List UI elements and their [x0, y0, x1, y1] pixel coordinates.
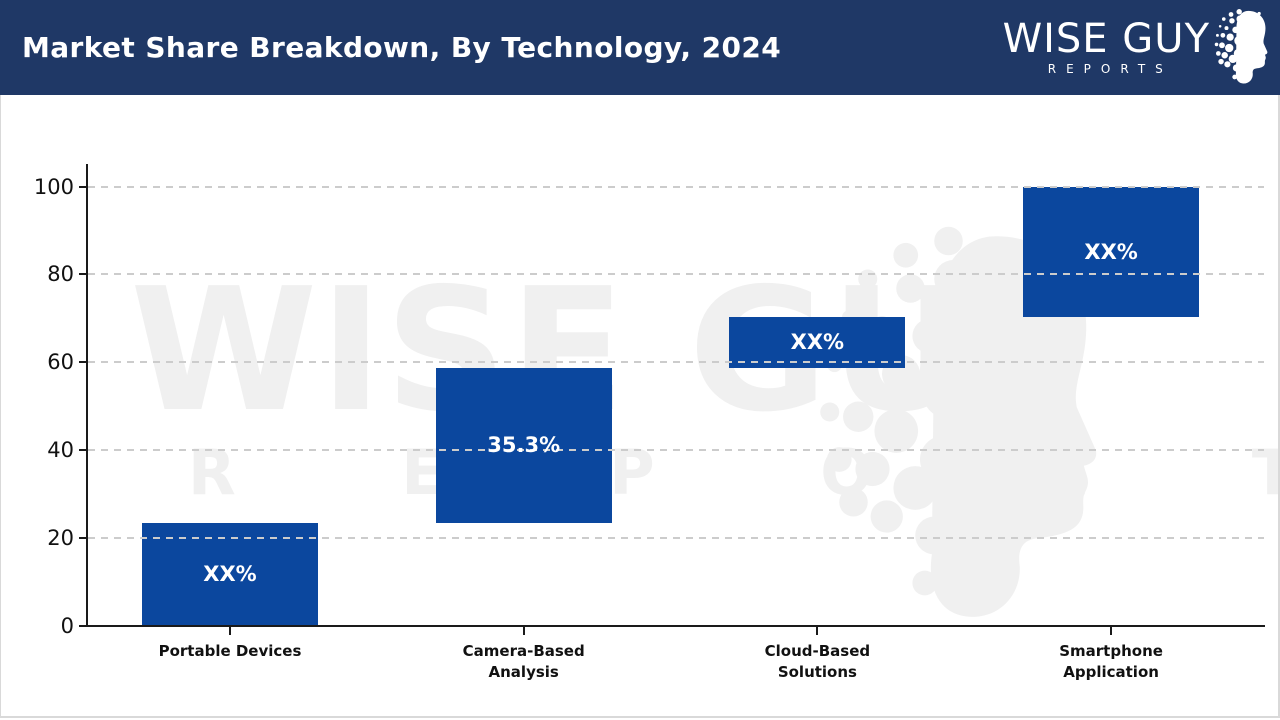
y-tick-label-100: 100: [33, 174, 74, 199]
bar-value-label: XX%: [203, 562, 257, 587]
bar-4: XX%: [1023, 186, 1200, 317]
category-label-3: Cloud-Based Solutions: [764, 642, 871, 681]
bar-value-label: 35.3%: [487, 433, 561, 458]
bar-value-label: XX%: [1084, 239, 1138, 264]
y-tick-label-20: 20: [47, 526, 74, 551]
bar-value-label: XX%: [790, 330, 845, 355]
x-tick-mark-2: [522, 627, 525, 635]
gridline-40: [88, 449, 1264, 452]
y-tick-label-80: 80: [47, 262, 74, 287]
bar-1: XX%: [142, 522, 318, 626]
y-tick-mark-80: [79, 273, 87, 276]
brand-logo: WISE GUY REPORTS: [1003, 8, 1270, 88]
brand-logo-text: WISE GUY REPORTS: [1003, 19, 1210, 76]
y-tick-label-40: 40: [47, 438, 74, 463]
category-label-4: Smartphone Application: [1059, 642, 1163, 681]
category-label-1: Portable Devices: [158, 642, 302, 660]
header-bar: Market Share Breakdown, By Technology, 2…: [0, 0, 1280, 95]
page-title: Market Share Breakdown, By Technology, 2…: [22, 31, 782, 64]
brand-name: WISE GUY: [1002, 16, 1210, 62]
left-border: [0, 95, 1, 718]
y-axis-line: [86, 164, 88, 627]
bar-3: XX%: [729, 316, 906, 368]
gridline-60: [88, 361, 1264, 364]
bottom-border: [0, 716, 1280, 718]
watermark-brand-text: WISE GUY: [130, 252, 1096, 450]
y-tick-label-0: 0: [60, 614, 74, 638]
gridline-100: [88, 185, 1264, 188]
brand-subtitle: REPORTS: [1047, 62, 1173, 76]
x-tick-mark-1: [229, 627, 231, 635]
x-tick-mark-3: [816, 627, 819, 635]
gridline-80: [88, 273, 1264, 276]
x-axis-line: [86, 625, 1265, 627]
category-label-2: Camera-Based Analysis: [462, 642, 585, 681]
y-tick-mark-100: [79, 185, 87, 188]
watermark-reports-text: R E P O R T S: [188, 436, 1280, 509]
y-tick-mark-40: [79, 449, 87, 452]
y-tick-mark-0: [79, 625, 87, 627]
gridline-20: [88, 537, 1264, 540]
dotted-head-profile-icon: [1214, 8, 1268, 83]
x-tick-mark-4: [1110, 627, 1113, 635]
right-border: [1278, 95, 1280, 718]
bar-2: 35.3%: [435, 367, 612, 523]
y-tick-mark-60: [79, 361, 87, 364]
y-tick-mark-20: [79, 537, 87, 540]
y-tick-label-60: 60: [47, 350, 74, 375]
